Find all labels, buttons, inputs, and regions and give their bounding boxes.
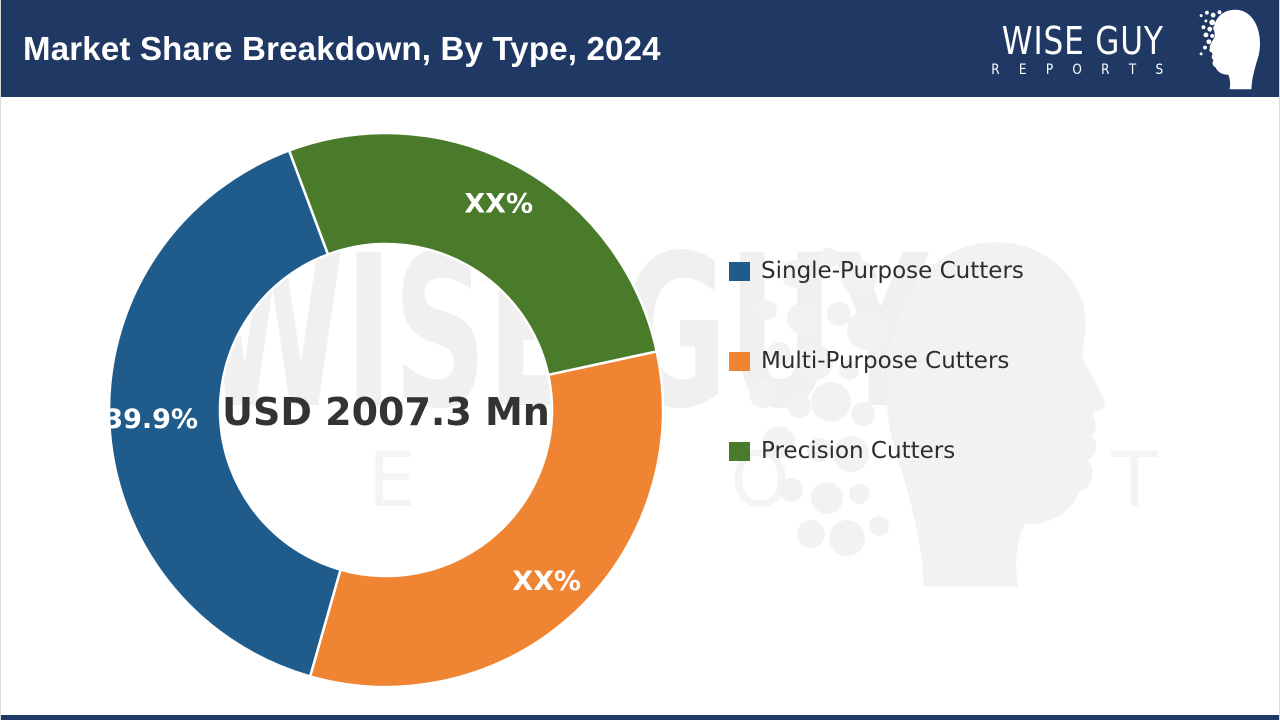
legend-swatch-orange-icon: [729, 351, 750, 371]
slice-percentage-label: XX%: [512, 566, 581, 597]
legend-label: Precision Cutters: [761, 437, 956, 464]
logo-face-icon: [1199, 9, 1261, 90]
header-bar: Market Share Breakdown, By Type, 2024 WI…: [1, 0, 1279, 97]
legend-item-multi-purpose: Multi-Purpose Cutters: [729, 346, 1024, 376]
donut-slice-single-purpose-cutters: [107, 149, 342, 678]
slice-percentage-label: 39.9%: [104, 404, 198, 435]
legend-swatch-blue-icon: [729, 261, 750, 281]
logo-text: WISE GUY R E P O R T S: [956, 22, 1171, 77]
donut-slice-precision-cutters: [287, 131, 658, 377]
watermark-face-icon: [749, 242, 1105, 587]
logo-wordmark: WISE GUY: [1001, 18, 1164, 63]
wise-guy-logo: WISE GUY R E P O R T S: [956, 6, 1265, 92]
legend-label: Multi-Purpose Cutters: [761, 347, 1010, 374]
chart-legend: Single-Purpose Cutters Multi-Purpose Cut…: [729, 256, 1024, 466]
page-title: Market Share Breakdown, By Type, 2024: [23, 29, 661, 67]
legend-swatch-green-icon: [729, 441, 750, 461]
legend-label: Single-Purpose Cutters: [761, 257, 1024, 284]
donut-slice-multi-purpose-cutters: [308, 350, 665, 689]
donut-chart: XX% 39.9% XX% USD 2007.3 Mn: [104, 131, 665, 689]
legend-item-single-purpose: Single-Purpose Cutters: [729, 256, 1024, 286]
logo-subtitle: R E P O R T S: [991, 61, 1171, 78]
slice-percentage-label: XX%: [464, 188, 533, 219]
legend-item-precision: Precision Cutters: [729, 436, 1024, 466]
bottom-accent-bar: [1, 715, 1279, 720]
chart-center-value: USD 2007.3 Mn: [222, 390, 550, 434]
